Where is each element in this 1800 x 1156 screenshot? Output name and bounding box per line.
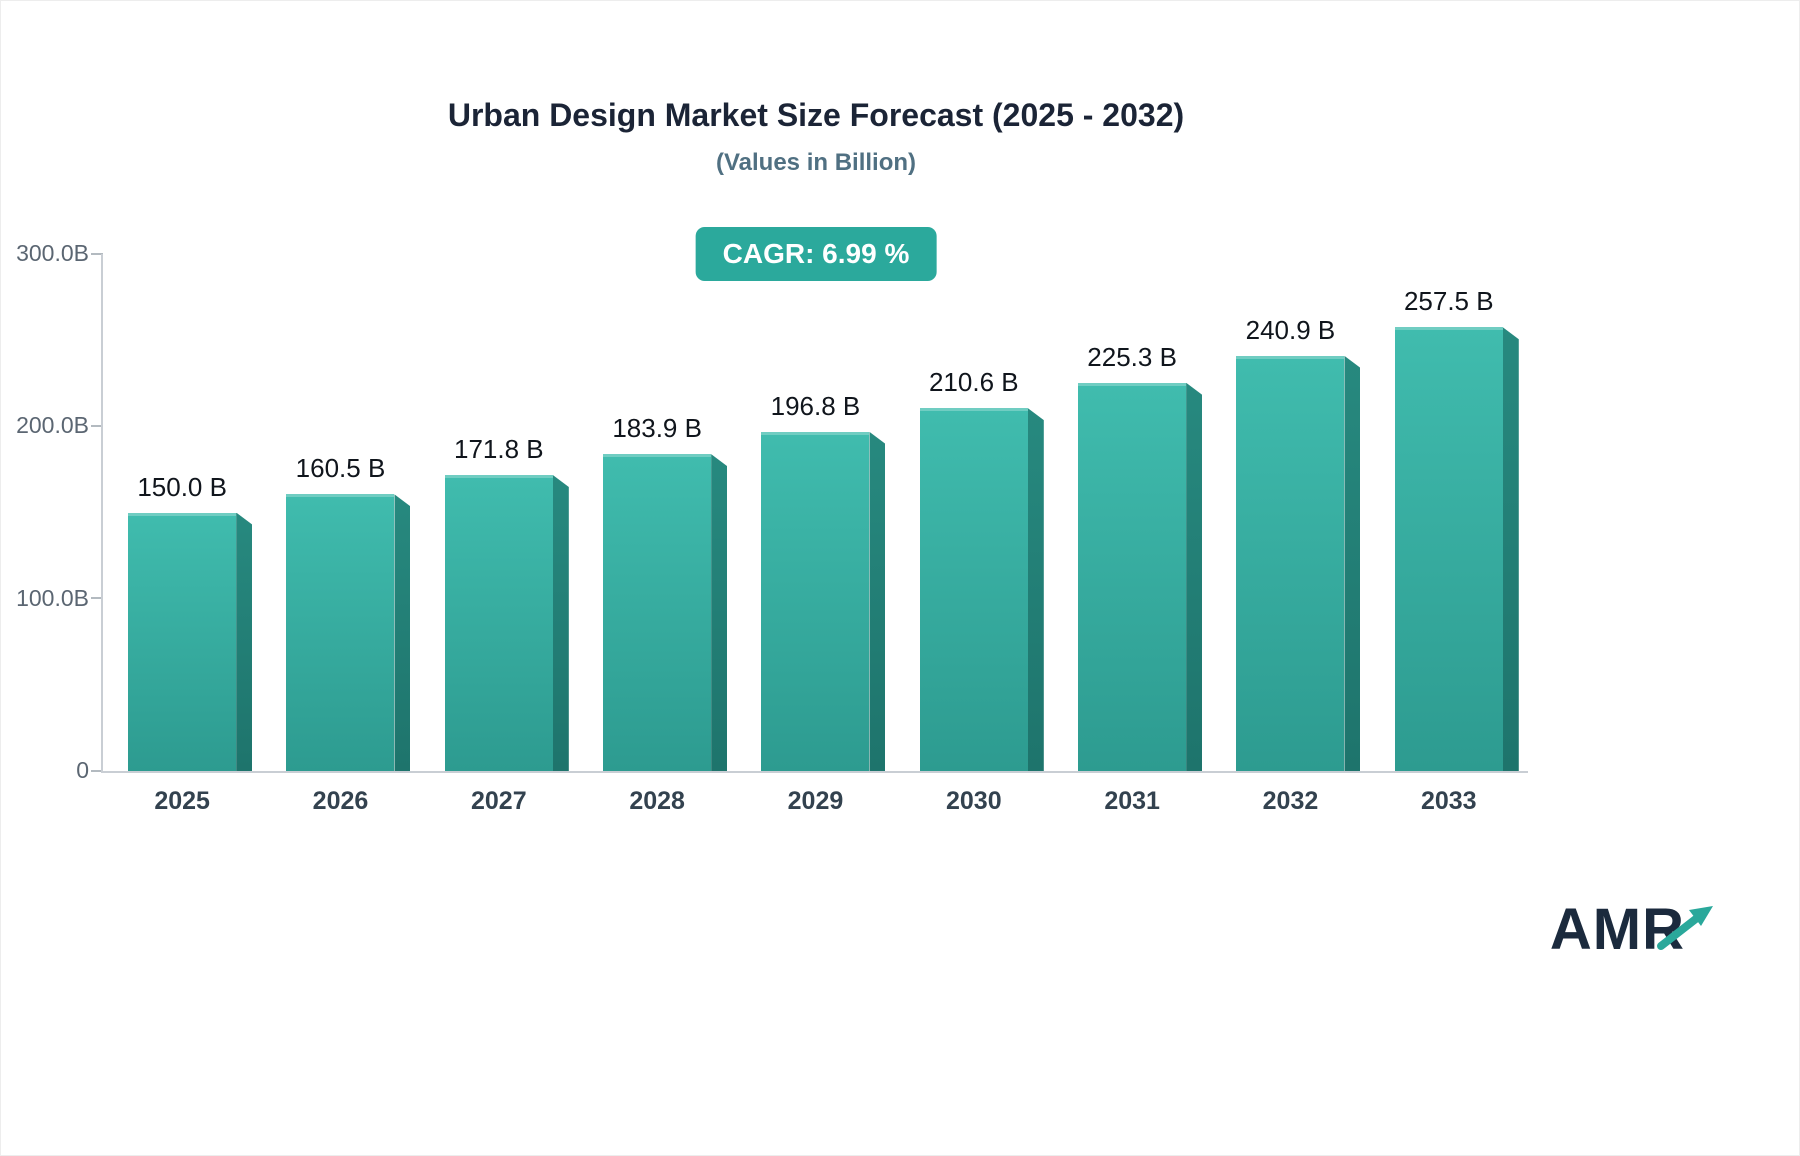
bar [919, 408, 1028, 771]
bar-group: 183.9 B 2028 [603, 254, 712, 815]
bar [444, 474, 553, 771]
x-axis-label: 2029 [787, 787, 844, 815]
bar [286, 494, 395, 771]
plot-area: 150.0 B 2025 160.5 B 2026 171.8 B 2027 183.9 B… [101, 254, 1528, 815]
bar [1394, 327, 1503, 771]
bar-value-label: 225.3 B [1087, 341, 1177, 372]
bar-value-label: 210.6 B [928, 367, 1019, 398]
bar-group: 240.9 B 2032 [1236, 254, 1345, 815]
y-tick-label: 0 [76, 757, 89, 783]
amr-logo: AMR [1550, 896, 1719, 963]
bar-value-label: 160.5 B [295, 453, 386, 484]
bar-group: 150.0 B 2025 [128, 254, 237, 815]
cagr-badge: CAGR: 6.99 % [695, 227, 937, 281]
bar-group: 210.6 B 2030 [919, 254, 1028, 815]
x-axis-label: 2028 [629, 787, 685, 815]
x-axis-label: 2030 [945, 787, 1002, 815]
bar [761, 431, 870, 771]
growth-arrow-icon [1657, 905, 1713, 950]
x-axis-label: 2033 [1420, 787, 1477, 815]
bar-group: 171.8 B 2027 [444, 254, 553, 815]
chart-subtitle: (Values in Billion) [715, 149, 917, 176]
bar-value-label: 183.9 B [612, 413, 702, 444]
bars: 150.0 B 2025 160.5 B 2026 171.8 B 2027 183.9 B… [103, 254, 1528, 815]
x-axis-label: 2026 [312, 787, 369, 815]
bar-value-label: 240.9 B [1245, 314, 1336, 345]
bar-group: 257.5 B 2033 [1394, 254, 1503, 815]
x-axis-label: 2031 [1104, 787, 1160, 815]
chart-title: Urban Design Market Size Forecast (2025 … [447, 97, 1185, 133]
bar-group: 196.8 B 2029 [761, 254, 870, 815]
amr-logo-text: AMR [1549, 897, 1685, 962]
bar [1236, 355, 1345, 771]
bar-value-label: 196.8 B [770, 390, 861, 421]
bar-group: 160.5 B 2026 [286, 254, 395, 815]
bar [603, 454, 712, 771]
bar-value-label: 257.5 B [1403, 286, 1494, 317]
x-axis-label: 2025 [154, 787, 210, 815]
bar [1078, 382, 1187, 771]
x-axis-label: 2032 [1262, 787, 1319, 815]
y-tick-label: 300.0B [16, 240, 89, 266]
bar [128, 512, 237, 771]
x-axis-label: 2027 [471, 787, 527, 815]
y-tick-label: 100.0B [16, 585, 89, 611]
bar-value-label: 150.0 B [137, 471, 227, 502]
y-tick-label: 200.0B [16, 412, 89, 438]
bar-group: 225.3 B 2031 [1078, 254, 1187, 815]
bar-value-label: 171.8 B [453, 433, 544, 464]
